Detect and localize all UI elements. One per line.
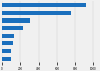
Bar bbox=[2, 11, 72, 15]
Bar bbox=[2, 41, 13, 46]
Bar bbox=[2, 57, 11, 61]
Bar bbox=[2, 18, 30, 23]
Bar bbox=[2, 3, 86, 7]
Bar bbox=[2, 34, 14, 38]
Bar bbox=[2, 26, 23, 30]
Bar bbox=[2, 49, 11, 53]
